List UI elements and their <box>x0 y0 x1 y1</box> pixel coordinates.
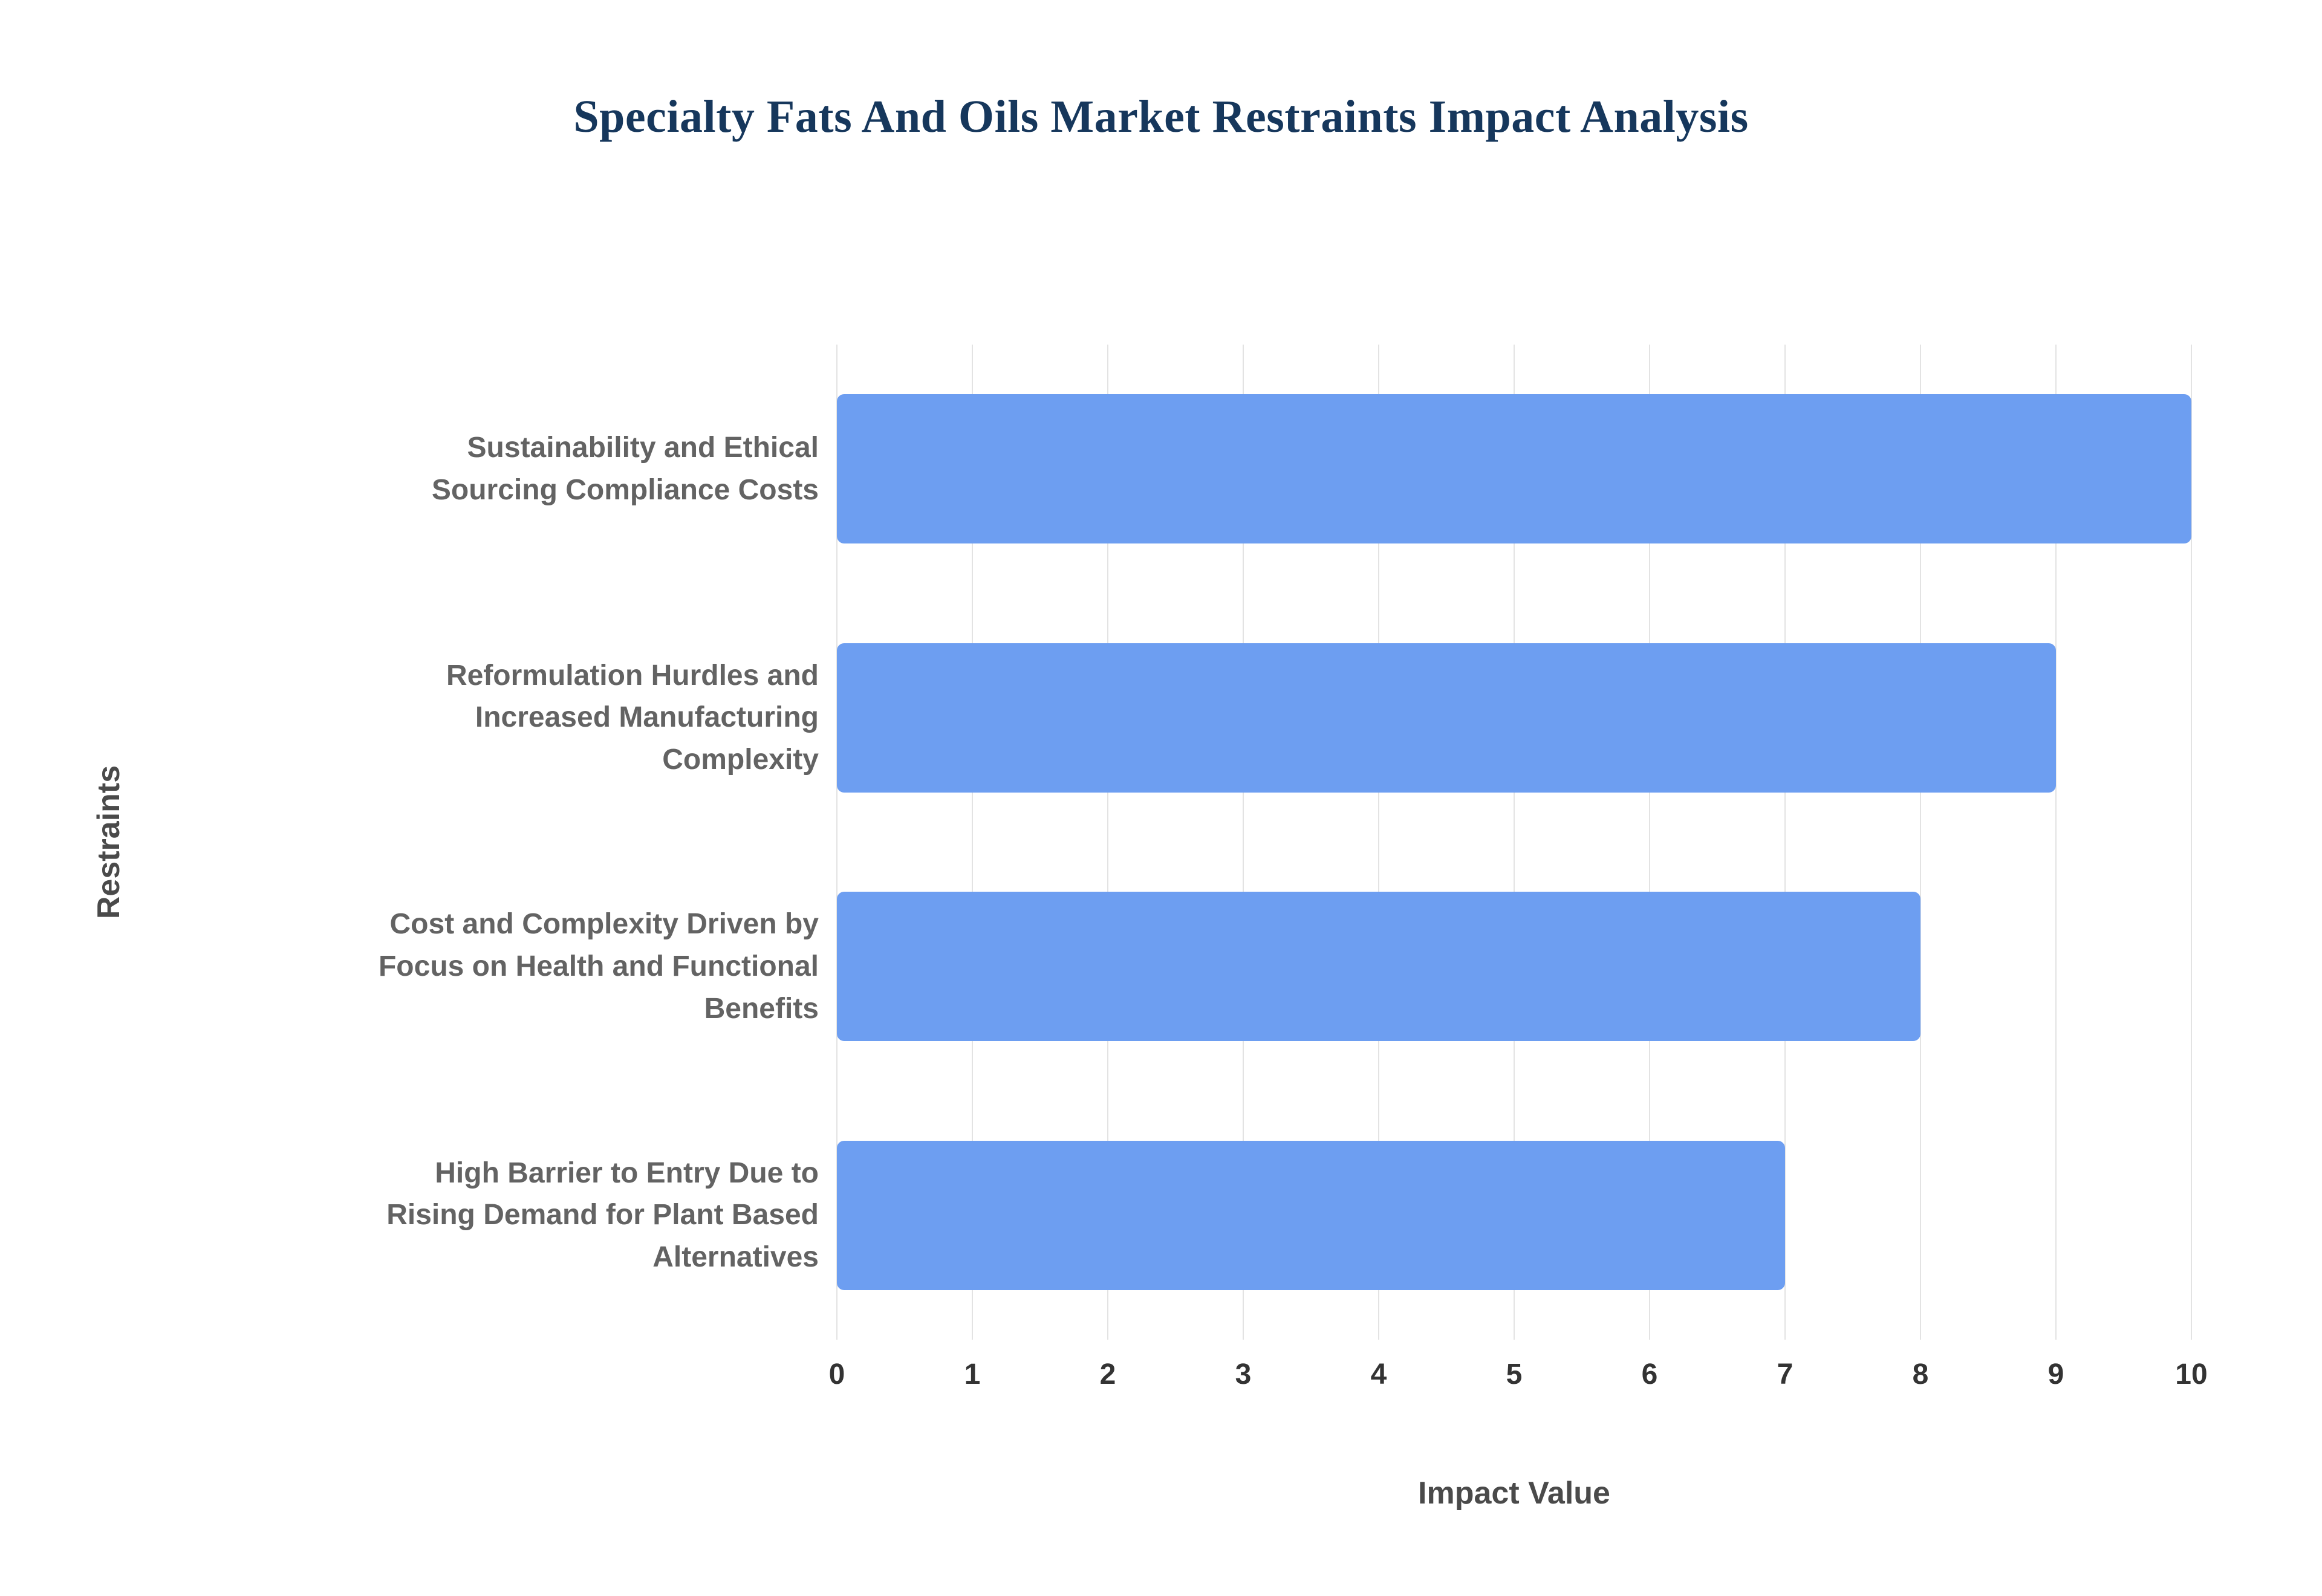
gridline <box>1243 345 1244 1340</box>
category-label-0: Sustainability and Ethical Sourcing Comp… <box>431 432 819 506</box>
category-labels: Sustainability and Ethical Sourcing Comp… <box>371 345 819 1340</box>
category-label-1: Reformulation Hurdles and Increased Manu… <box>446 659 819 776</box>
bar-0 <box>837 394 2191 544</box>
gridline <box>1784 345 1786 1340</box>
x-axis-ticks: 0 1 2 3 4 5 6 7 8 9 10 <box>829 1358 2208 1406</box>
gridline <box>1514 345 1515 1340</box>
x-axis-title: Impact Value <box>1418 1476 1610 1511</box>
bar-band <box>837 1091 2191 1340</box>
x-tick-label: 9 <box>2047 1358 2064 1390</box>
x-tick-label: 10 <box>2175 1358 2208 1390</box>
category-label-band: High Barrier to Entry Due to Rising Dema… <box>371 1091 819 1340</box>
category-label-3: High Barrier to Entry Due to Rising Dema… <box>386 1156 819 1274</box>
gridline <box>2191 345 2192 1340</box>
x-tick-label: 7 <box>1777 1358 1794 1390</box>
bar-3 <box>837 1140 1785 1290</box>
x-tick-label: 4 <box>1370 1358 1387 1390</box>
gridline <box>2055 345 2057 1340</box>
plot-area <box>836 345 2192 1340</box>
gridline <box>836 345 837 1340</box>
gridline <box>1920 345 1921 1340</box>
gridline <box>1107 345 1108 1340</box>
category-label-2: Cost and Complexity Driven by Focus on H… <box>378 908 819 1025</box>
x-tick-label: 3 <box>1235 1358 1252 1390</box>
gridlines <box>836 345 2192 1340</box>
bar-band <box>837 345 2191 594</box>
category-label-band: Sustainability and Ethical Sourcing Comp… <box>371 345 819 594</box>
x-tick-label: 2 <box>1099 1358 1116 1390</box>
y-axis-title: Restraints <box>91 765 126 920</box>
x-tick-label: 8 <box>1912 1358 1929 1390</box>
bar-band <box>837 594 2191 843</box>
gridline <box>1649 345 1650 1340</box>
gridline <box>1378 345 1379 1340</box>
bar-2 <box>837 892 1920 1042</box>
chart-title: Specialty Fats And Oils Market Restraint… <box>573 91 1749 142</box>
category-label-band: Cost and Complexity Driven by Focus on H… <box>371 842 819 1091</box>
x-tick-label: 1 <box>964 1358 981 1390</box>
bars <box>837 345 2191 1340</box>
x-tick-label: 6 <box>1641 1358 1658 1390</box>
bar-band <box>837 842 2191 1091</box>
bar-1 <box>837 643 2056 793</box>
category-label-band: Reformulation Hurdles and Increased Manu… <box>371 594 819 843</box>
x-tick-label: 0 <box>828 1358 845 1390</box>
gridline <box>972 345 973 1340</box>
x-tick-label: 5 <box>1506 1358 1523 1390</box>
